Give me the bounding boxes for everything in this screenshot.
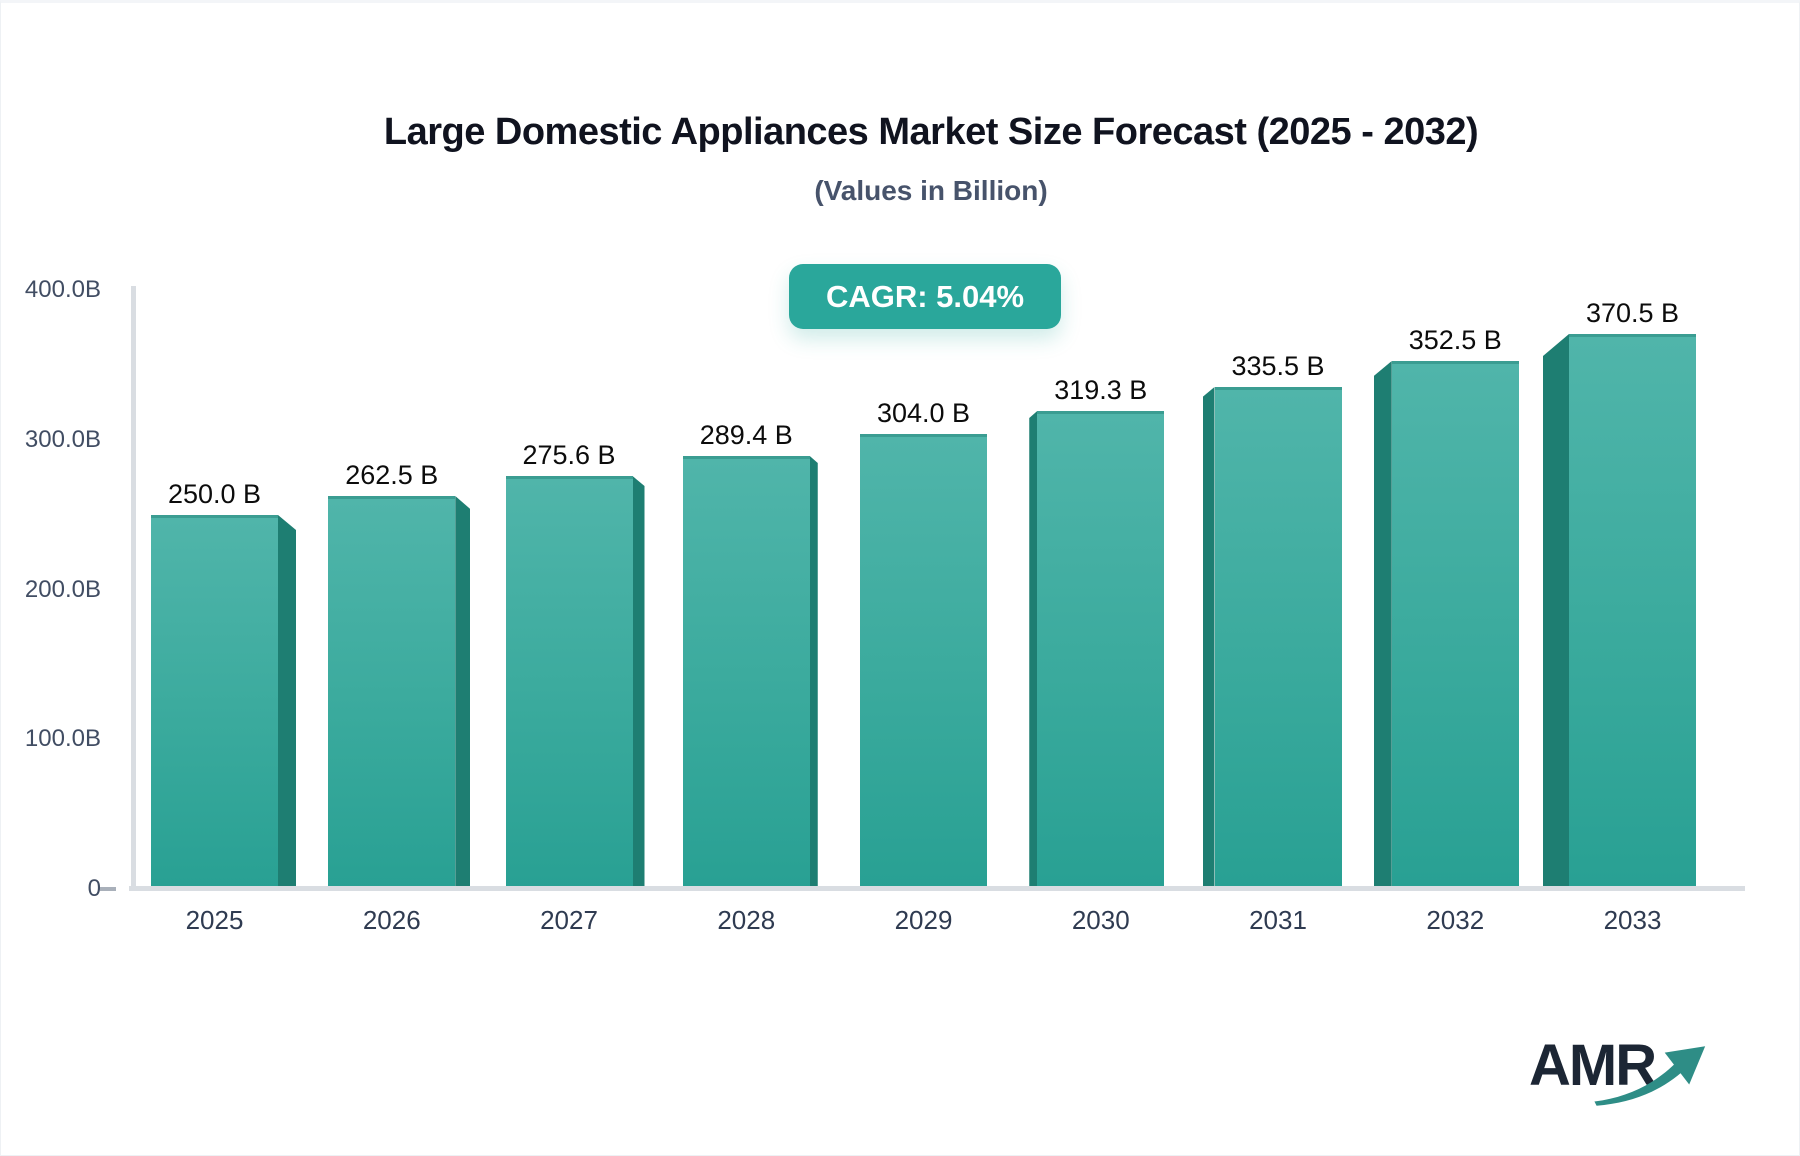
bar-value-label: 275.6 B — [522, 440, 616, 470]
bar-face — [1214, 387, 1342, 891]
x-axis-label-2026: 2026 — [362, 905, 421, 935]
bar-2025 — [151, 515, 296, 891]
bar-2029 — [860, 434, 987, 891]
bar-face — [1569, 334, 1696, 891]
bar-side-panel — [1202, 387, 1215, 891]
bar-side-panel — [278, 515, 296, 891]
y-axis-tick-label: 300.0B — [24, 425, 101, 453]
y-axis-tick-label: 200.0B — [24, 575, 101, 603]
y-axis-tick-label: 400.0B — [24, 276, 101, 303]
amr-logo-text: AMR — [1529, 1033, 1657, 1098]
bar-2027 — [505, 476, 645, 891]
chart-subtitle: (Values in Billion) — [814, 175, 1048, 206]
amr-logo: AMR — [1529, 1037, 1719, 1117]
chart-title: Large Domestic Appliances Market Size Fo… — [383, 111, 1479, 153]
bar-value-label: 335.5 B — [1231, 351, 1325, 381]
x-axis-label-2029: 2029 — [894, 905, 953, 935]
bar-face — [860, 434, 987, 891]
bar-value-label: 370.5 B — [1585, 298, 1680, 328]
growth-arrow-icon — [1594, 1046, 1706, 1106]
bar-side-panel — [1029, 411, 1038, 891]
bar-face — [328, 496, 456, 891]
bar-face — [505, 476, 633, 891]
bar-side-panel — [1373, 361, 1392, 891]
bar-value-label: 304.0 B — [876, 398, 971, 428]
x-axis-label-2030: 2030 — [1071, 905, 1130, 935]
x-axis-label-2027: 2027 — [540, 905, 598, 935]
y-axis-tick-label: 100.0B — [24, 725, 101, 753]
bar-value-label: 289.4 B — [699, 420, 793, 450]
bar-value-label: 250.0 B — [167, 479, 262, 509]
x-axis-label-2031: 2031 — [1249, 905, 1307, 935]
y-axis-line — [131, 286, 136, 889]
y-axis-tick-label: 0 — [87, 875, 101, 902]
bar-side-panel — [1543, 334, 1569, 891]
zero-tick-mark — [100, 887, 116, 891]
bar-2033 — [1543, 334, 1696, 891]
x-axis-line — [129, 886, 1745, 891]
bar-face — [1391, 361, 1519, 891]
bar-2031 — [1202, 387, 1342, 891]
x-axis-label-2025: 2025 — [185, 905, 244, 935]
bar-2032 — [1373, 361, 1519, 891]
x-axis-label-2033: 2033 — [1603, 905, 1662, 935]
bar-face — [1037, 411, 1165, 891]
cagr-badge-label: CAGR: 5.04% — [825, 278, 1025, 314]
bar-2028 — [682, 456, 818, 891]
bar-value-label: 352.5 B — [1408, 325, 1502, 355]
x-axis-label-2032: 2032 — [1426, 905, 1485, 935]
bar-side-panel — [632, 476, 645, 891]
bar-value-label: 262.5 B — [345, 460, 439, 490]
bar-2026 — [328, 496, 471, 891]
bar-2030 — [1029, 411, 1165, 891]
bar-face — [682, 456, 810, 891]
cagr-badge: CAGR: 5.04% — [789, 264, 1061, 329]
bar-value-label: 319.3 B — [1054, 375, 1148, 405]
bar-side-panel — [455, 496, 471, 891]
bar-side-panel — [809, 456, 818, 891]
x-axis-label-2028: 2028 — [717, 905, 776, 935]
bar-face — [151, 515, 278, 891]
